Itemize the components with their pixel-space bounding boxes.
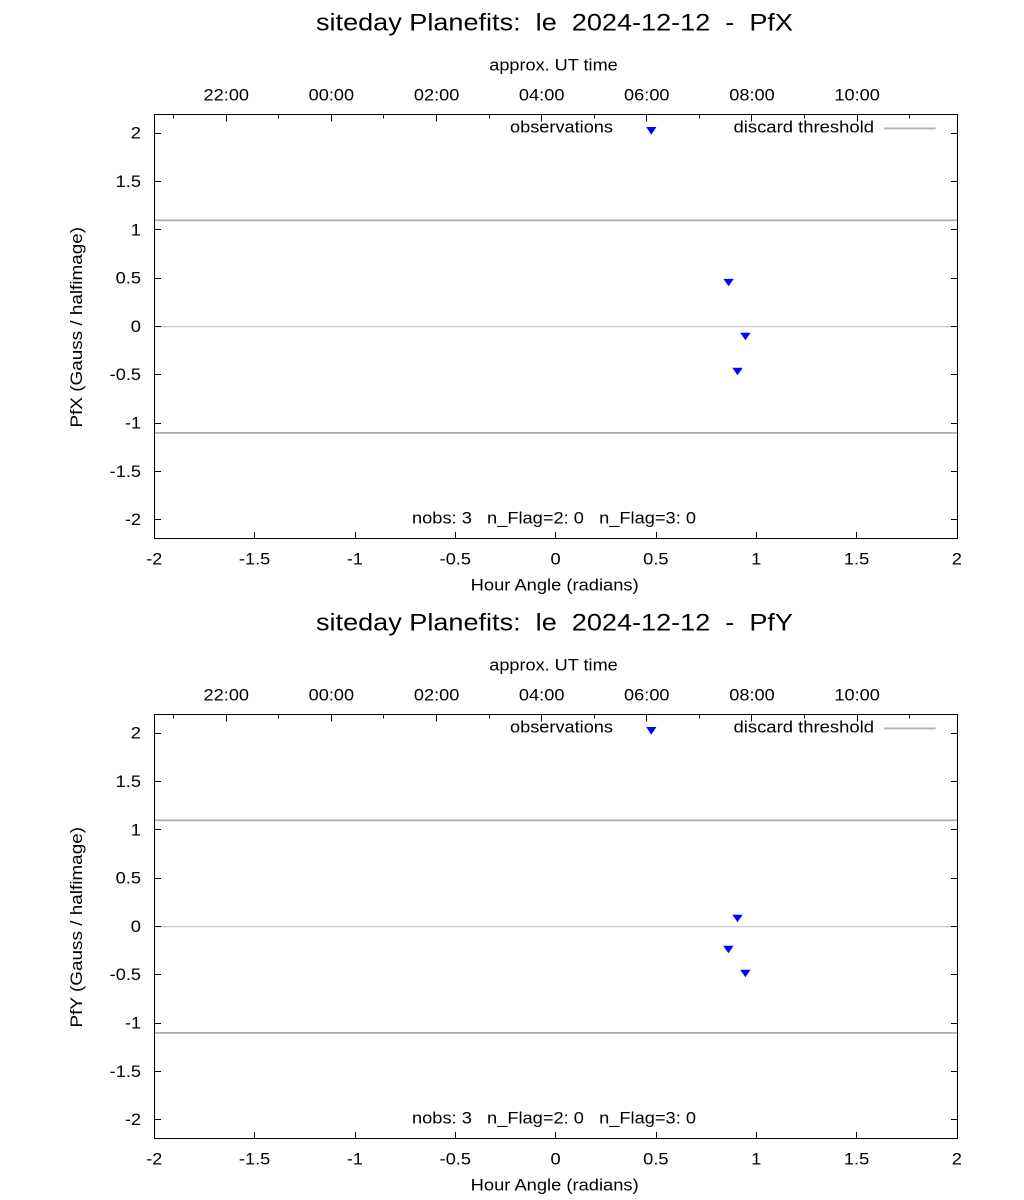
- svg-text:02:00: 02:00: [414, 685, 460, 704]
- svg-text:22:00: 22:00: [204, 85, 250, 104]
- svg-text:1: 1: [751, 1150, 761, 1169]
- svg-text:00:00: 00:00: [309, 85, 355, 104]
- svg-text:-1: -1: [347, 550, 363, 569]
- svg-text:-2: -2: [125, 510, 141, 529]
- svg-text:PfX (Gauss / halfimage): PfX (Gauss / halfimage): [67, 227, 86, 428]
- svg-text:1: 1: [751, 550, 761, 569]
- svg-text:1.5: 1.5: [116, 172, 141, 191]
- svg-text:observations: observations: [510, 718, 613, 737]
- svg-text:-0.5: -0.5: [110, 365, 141, 384]
- svg-text:2: 2: [952, 1150, 962, 1169]
- svg-text:1.5: 1.5: [844, 550, 869, 569]
- svg-text:2: 2: [131, 724, 141, 743]
- svg-text:nobs: 3 n_Flag=2: 0 n_Flag: nobs: 3 n_Flag=2: 0 n_Flag=3: 0: [412, 509, 696, 528]
- svg-text:1.5: 1.5: [844, 1150, 869, 1169]
- svg-text:siteday Planefits: le 2024-1: siteday Planefits: le 2024-12-12 - PfX: [316, 10, 793, 37]
- svg-text:PfY (Gauss / halfimage): PfY (Gauss / halfimage): [67, 827, 86, 1027]
- svg-text:-1: -1: [125, 414, 141, 433]
- svg-text:-1: -1: [347, 1150, 363, 1169]
- svg-text:-0.5: -0.5: [440, 1150, 471, 1169]
- svg-text:22:00: 22:00: [204, 685, 250, 704]
- svg-text:-2: -2: [125, 1110, 141, 1129]
- svg-text:08:00: 08:00: [729, 85, 775, 104]
- svg-text:0: 0: [131, 317, 141, 336]
- svg-text:0.5: 0.5: [116, 269, 141, 288]
- svg-text:00:00: 00:00: [309, 685, 355, 704]
- svg-text:2: 2: [131, 124, 141, 143]
- svg-text:-1: -1: [125, 1014, 141, 1033]
- svg-text:discard threshold: discard threshold: [734, 118, 875, 137]
- svg-text:0: 0: [551, 1150, 561, 1169]
- svg-text:06:00: 06:00: [624, 85, 670, 104]
- svg-text:10:00: 10:00: [834, 85, 880, 104]
- svg-text:Hour Angle (radians): Hour Angle (radians): [471, 576, 639, 595]
- svg-text:siteday Planefits: le 2024-1: siteday Planefits: le 2024-12-12 - PfY: [316, 610, 793, 637]
- svg-text:-0.5: -0.5: [110, 965, 141, 984]
- svg-text:-1.5: -1.5: [239, 550, 270, 569]
- svg-text:-1.5: -1.5: [239, 1150, 270, 1169]
- svg-text:2: 2: [952, 550, 962, 569]
- svg-text:0: 0: [551, 550, 561, 569]
- svg-text:-2: -2: [146, 1150, 162, 1169]
- svg-text:06:00: 06:00: [624, 685, 670, 704]
- svg-text:0.5: 0.5: [116, 869, 141, 888]
- svg-text:0.5: 0.5: [643, 550, 668, 569]
- svg-text:nobs: 3 n_Flag=2: 0 n_Flag: nobs: 3 n_Flag=2: 0 n_Flag=3: 0: [412, 1109, 696, 1128]
- svg-text:02:00: 02:00: [414, 85, 460, 104]
- svg-text:observations: observations: [510, 118, 613, 137]
- svg-text:1: 1: [131, 220, 141, 239]
- svg-text:-2: -2: [146, 550, 162, 569]
- svg-text:approx. UT time: approx. UT time: [489, 655, 618, 674]
- svg-text:-1.5: -1.5: [110, 1062, 141, 1081]
- svg-text:04:00: 04:00: [519, 85, 565, 104]
- svg-text:1.5: 1.5: [116, 772, 141, 791]
- svg-text:-1.5: -1.5: [110, 462, 141, 481]
- svg-text:0.5: 0.5: [643, 1150, 668, 1169]
- svg-text:discard threshold: discard threshold: [734, 718, 875, 737]
- svg-text:Hour Angle (radians): Hour Angle (radians): [471, 1176, 639, 1195]
- svg-text:0: 0: [131, 917, 141, 936]
- svg-text:approx. UT time: approx. UT time: [489, 55, 618, 74]
- svg-text:08:00: 08:00: [729, 685, 775, 704]
- svg-text:04:00: 04:00: [519, 685, 565, 704]
- svg-text:1: 1: [131, 820, 141, 839]
- svg-text:-0.5: -0.5: [440, 550, 471, 569]
- svg-text:10:00: 10:00: [834, 685, 880, 704]
